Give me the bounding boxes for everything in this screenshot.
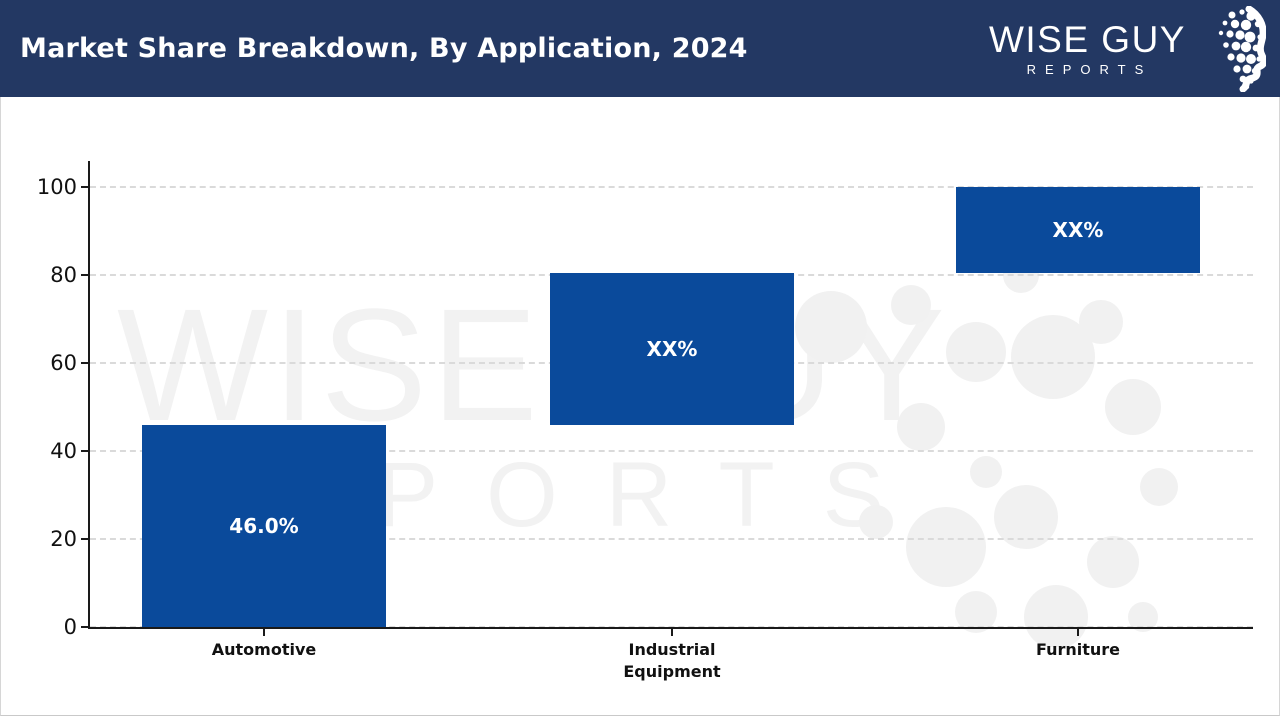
- y-axis-tick-label: 40: [50, 439, 77, 463]
- y-axis-tick-label: 20: [50, 527, 77, 551]
- logo-head-icon: [1218, 5, 1266, 92]
- y-axis-tick-label: 80: [50, 263, 77, 287]
- y-axis-tick: [81, 626, 89, 628]
- y-axis-tick: [81, 186, 89, 188]
- gridline: [90, 538, 1253, 540]
- header: Market Share Breakdown, By Application, …: [0, 0, 1280, 97]
- logo-face-profile: [1239, 5, 1266, 92]
- y-axis-tick-label: 60: [50, 351, 77, 375]
- gridline: [90, 450, 1253, 452]
- bar-value-label: 46.0%: [229, 513, 299, 538]
- y-axis-tick: [81, 450, 89, 452]
- watermark-head-dots-icon: [795, 243, 1178, 647]
- y-axis-line: [88, 161, 90, 629]
- y-axis-tick: [81, 274, 89, 276]
- bar-furniture: XX%: [956, 187, 1200, 273]
- wiseguy-logo: WISE GUY REPORTS: [989, 5, 1266, 92]
- bar-industrial-equipment: XX%: [550, 272, 794, 425]
- gridline: [90, 186, 1253, 188]
- category-label-industrial-equipment: Industrial Equipment: [623, 640, 721, 681]
- bar-value-label: XX%: [1052, 217, 1104, 242]
- x-axis-tick: [1077, 629, 1079, 636]
- x-axis-tick: [263, 629, 265, 636]
- y-axis-tick-label: 100: [36, 175, 77, 199]
- x-axis-tick: [671, 629, 673, 636]
- y-axis-tick-label: 0: [63, 615, 77, 639]
- logo-subtext: REPORTS: [1026, 62, 1153, 77]
- category-label-furniture: Furniture: [1035, 640, 1121, 659]
- logo-wordmark: WISE GUY: [988, 19, 1186, 60]
- logo-text: WISE GUY REPORTS: [989, 21, 1186, 76]
- plot-area: 0 20 40 60 80 100 46.0% Automotive XX% Industrial…: [1, 97, 1279, 715]
- category-label-automotive: Automotive: [211, 640, 317, 659]
- x-axis-line: [88, 627, 1253, 629]
- chart-region: WISE GUY REPORTS 0 20 40 60 80 100 46.0% Automo…: [0, 97, 1280, 716]
- bar-value-label: XX%: [646, 336, 698, 361]
- y-axis-tick: [81, 362, 89, 364]
- bar-automotive: 46.0%: [142, 424, 386, 627]
- y-axis-tick: [81, 538, 89, 540]
- page-title: Market Share Breakdown, By Application, …: [20, 33, 748, 64]
